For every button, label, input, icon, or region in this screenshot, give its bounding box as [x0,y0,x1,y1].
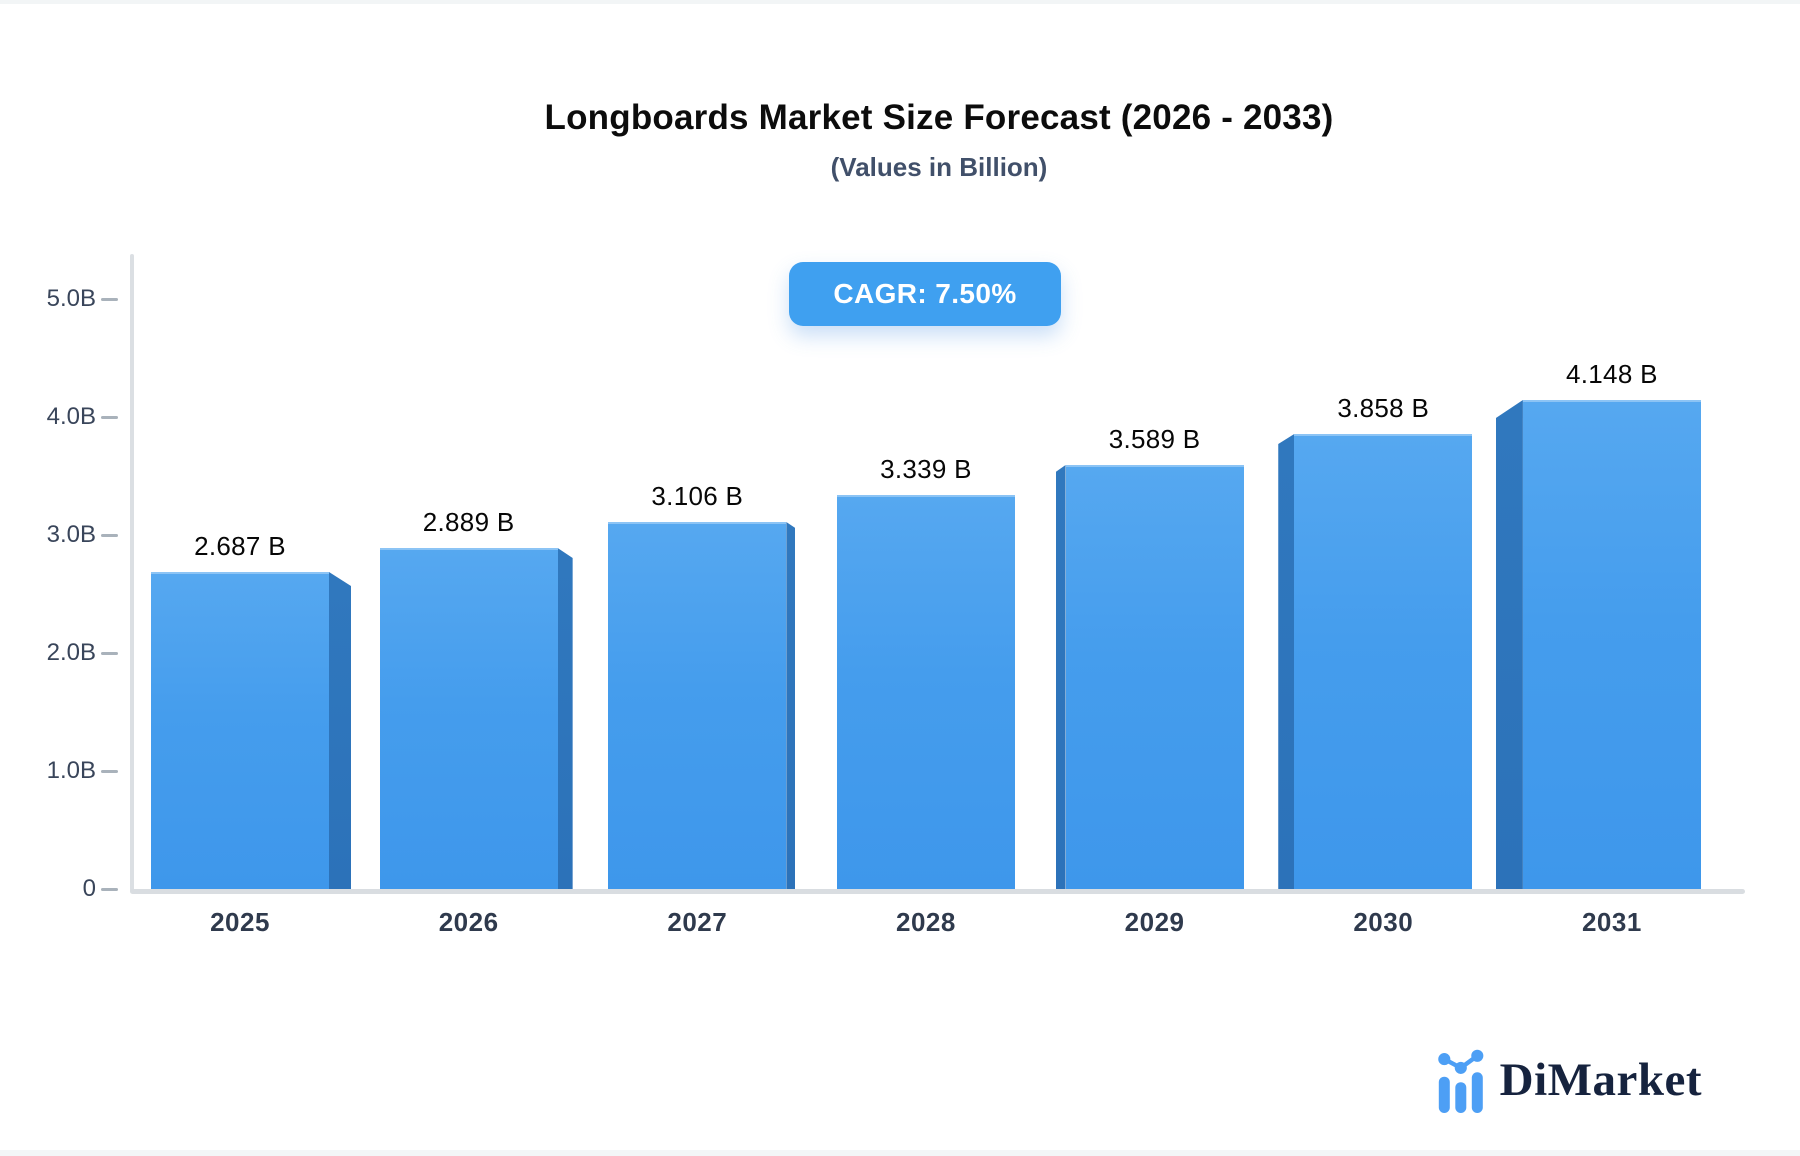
y-tick-label: 1.0B [46,757,96,784]
bar-value-label-2027: 3.106 B [651,481,744,511]
bar-value-label-2025: 2.687 B [194,531,286,561]
bar-value-label-2029: 3.589 B [1108,424,1201,454]
logo: DiMarket [1437,1044,1702,1116]
y-tick-mark [101,534,118,537]
bar-2030 [1294,434,1473,889]
bar-side-2027 [786,522,796,889]
bar-value-label-2031: 4.148 B [1566,359,1658,389]
bar-side-2030 [1278,434,1295,889]
y-tick-label: 0 [82,875,96,902]
x-axis-label-2029: 2029 [1124,907,1185,937]
x-axis-label-2026: 2026 [438,907,499,937]
bar-2027 [608,522,787,889]
cagr-badge: CAGR: 7.50% [789,262,1061,326]
y-tick-label: 2.0B [46,639,96,666]
bar-2025 [151,572,329,889]
y-tick-label: 3.0B [46,521,96,548]
y-tick-mark [101,652,118,655]
y-tick-mark [101,770,118,773]
chart-title: Longboards Market Size Forecast (2026 - … [544,98,1334,137]
bar-side-2026 [557,548,573,889]
plot-area: 5.0B 4.0B 3.0B 2.0B 1.0B 0 2.687 B 2025 2.889 B… [0,4,1800,1150]
bar-side-2025 [329,572,351,889]
x-axis-label-2027: 2027 [667,907,728,937]
bar-value-label-2028: 3.339 B [880,454,972,484]
bar-2028 [836,495,1015,889]
x-axis-label-2028: 2028 [896,907,956,937]
x-axis-label-2025: 2025 [210,907,270,937]
x-axis-line [130,889,1745,894]
y-tick-mark [101,416,118,419]
bar-side-2029 [1055,465,1066,889]
y-tick-label: 5.0B [46,285,96,312]
y-tick-mark [101,888,118,891]
x-axis-label-2031: 2031 [1581,907,1642,937]
y-tick-label: 4.0B [46,403,96,430]
bar-value-label-2026: 2.889 B [422,507,515,537]
logo-text: DiMarket [1499,1054,1702,1106]
chart-subtitle: (Values in Billion) [830,152,1048,182]
bar-side-2031 [1495,400,1523,889]
y-tick-mark [101,298,118,301]
x-axis-label-2030: 2030 [1353,907,1414,937]
y-axis-line [130,254,134,892]
bar-2031 [1522,400,1701,889]
bar-2026 [379,548,558,889]
bar-value-label-2030: 3.858 B [1337,393,1430,423]
mini-bar-line-chart-icon [1437,1049,1483,1113]
bar-2029 [1065,465,1244,889]
cagr-badge-label: CAGR: 7.50% [833,278,1017,309]
